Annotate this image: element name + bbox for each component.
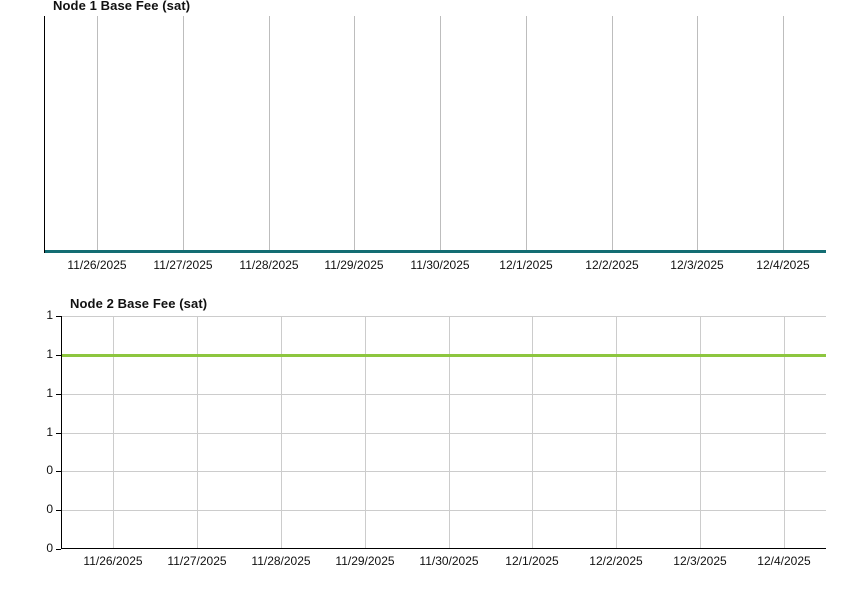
y-axis-tick bbox=[56, 316, 61, 317]
chart-panel-node-1: Node 1 Base Fee (sat) 11/26/2025 11/27/20… bbox=[0, 0, 860, 290]
x-axis-tick-label: 12/2/2025 bbox=[589, 554, 643, 568]
x-axis-tick-label: 11/26/2025 bbox=[67, 258, 127, 272]
y-axis-tick bbox=[56, 394, 61, 395]
gridline-horizontal bbox=[61, 316, 826, 317]
gridline-vertical bbox=[526, 16, 527, 253]
gridline-vertical bbox=[97, 16, 98, 253]
gridline-vertical bbox=[440, 16, 441, 253]
gridline-vertical bbox=[700, 316, 701, 549]
gridline-vertical bbox=[197, 316, 198, 549]
x-axis-tick-label: 11/29/2025 bbox=[324, 258, 384, 272]
x-axis-tick-label: 11/29/2025 bbox=[335, 554, 395, 568]
y-axis-tick bbox=[56, 471, 61, 472]
y-axis-line-node-2 bbox=[61, 316, 62, 549]
chart-panel-node-2: Node 2 Base Fee (sat) 1 1 1 1 0 0 0 11/26/2025… bbox=[0, 295, 860, 600]
gridline-vertical bbox=[269, 16, 270, 253]
gridline-vertical bbox=[783, 16, 784, 253]
x-axis-tick-label: 12/4/2025 bbox=[756, 258, 810, 272]
gridline-horizontal bbox=[61, 510, 826, 511]
y-axis-tick-label: 0 bbox=[46, 463, 53, 477]
x-axis-tick-label: 11/27/2025 bbox=[153, 258, 213, 272]
y-axis-line-node-1 bbox=[44, 16, 45, 253]
y-axis-tick-label: 0 bbox=[46, 502, 53, 516]
x-axis-tick-label: 12/4/2025 bbox=[757, 554, 811, 568]
gridline-vertical bbox=[113, 316, 114, 549]
y-axis-tick-label: 1 bbox=[46, 386, 53, 400]
y-axis-tick bbox=[56, 549, 61, 550]
x-axis-tick-label: 12/2/2025 bbox=[585, 258, 639, 272]
gridline-vertical bbox=[449, 316, 450, 549]
x-axis-tick-label: 11/28/2025 bbox=[239, 258, 299, 272]
x-axis-tick-label: 12/1/2025 bbox=[499, 258, 553, 272]
data-series-node-2-base-fee bbox=[62, 354, 826, 357]
y-axis-tick bbox=[56, 510, 61, 511]
gridline-horizontal bbox=[61, 394, 826, 395]
x-axis-tick-label: 11/30/2025 bbox=[410, 258, 470, 272]
gridline-horizontal bbox=[61, 433, 826, 434]
y-axis-tick-label: 1 bbox=[46, 425, 53, 439]
gridline-vertical bbox=[183, 16, 184, 253]
gridline-vertical bbox=[784, 316, 785, 549]
y-axis-tick-label: 1 bbox=[46, 308, 53, 322]
x-axis-tick-label: 11/27/2025 bbox=[167, 554, 227, 568]
gridline-horizontal bbox=[61, 471, 826, 472]
gridline-vertical bbox=[365, 316, 366, 549]
x-axis-tick-label: 12/3/2025 bbox=[670, 258, 724, 272]
gridline-vertical bbox=[616, 316, 617, 549]
x-axis-tick-label: 11/28/2025 bbox=[251, 554, 311, 568]
plot-area-node-1 bbox=[44, 16, 826, 253]
gridline-vertical bbox=[612, 16, 613, 253]
x-axis-line-node-2 bbox=[61, 548, 826, 549]
gridline-vertical bbox=[697, 16, 698, 253]
x-axis-tick-label: 12/1/2025 bbox=[505, 554, 559, 568]
plot-area-node-2 bbox=[56, 316, 826, 550]
y-axis-tick bbox=[56, 433, 61, 434]
gridline-vertical bbox=[532, 316, 533, 549]
gridline-vertical bbox=[281, 316, 282, 549]
chart-title-node-2: Node 2 Base Fee (sat) bbox=[70, 296, 208, 311]
x-axis-tick-label: 11/26/2025 bbox=[83, 554, 143, 568]
chart-title-node-1: Node 1 Base Fee (sat) bbox=[53, 0, 191, 13]
data-series-node-1-base-fee bbox=[45, 250, 826, 253]
y-axis-tick-label: 1 bbox=[46, 347, 53, 361]
x-axis-tick-label: 12/3/2025 bbox=[673, 554, 727, 568]
gridline-vertical bbox=[354, 16, 355, 253]
y-axis-tick bbox=[56, 355, 61, 356]
y-axis-tick-label: 0 bbox=[46, 541, 53, 555]
x-axis-tick-label: 11/30/2025 bbox=[419, 554, 479, 568]
